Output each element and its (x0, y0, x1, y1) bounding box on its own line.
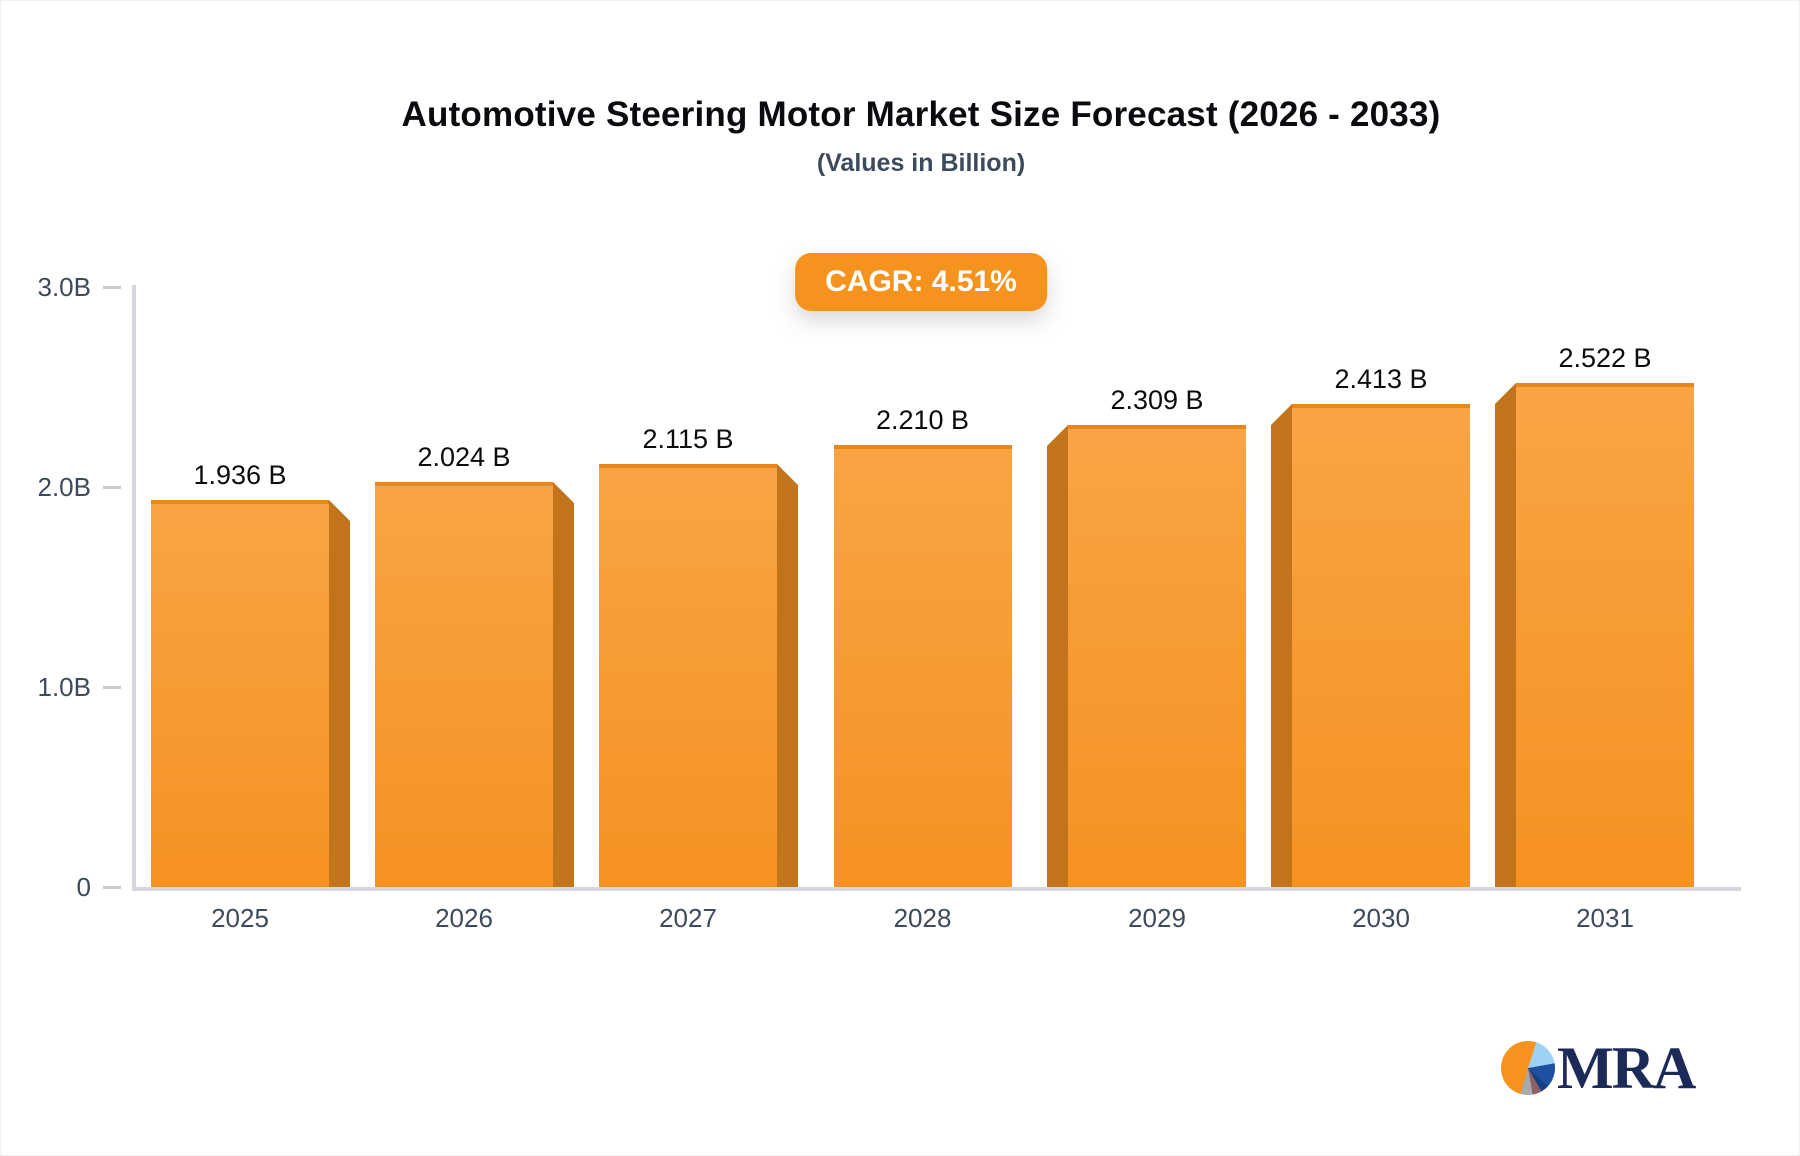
y-axis-tick-mark (103, 886, 121, 889)
x-axis-label: 2028 (893, 903, 952, 933)
bar (375, 482, 553, 887)
bar-side-face (553, 482, 574, 887)
bar (151, 500, 329, 887)
x-axis-label: 2027 (659, 903, 717, 933)
cagr-badge: CAGR: 4.51% (795, 253, 1047, 311)
y-axis-tick-label: 3.0B (37, 272, 92, 302)
bar (599, 464, 777, 887)
bar (833, 445, 1012, 887)
y-axis-tick-label: 1.0B (37, 672, 92, 702)
y-axis-tick-mark (103, 286, 121, 289)
bar-value-label: 1.936 B (193, 460, 287, 490)
logo-text: MRA (1557, 1035, 1696, 1101)
bar-value-label: 2.413 B (1334, 364, 1428, 394)
page-subtitle: (Values in Billion) (816, 149, 1026, 177)
pie-chart-icon (1501, 1041, 1555, 1095)
y-axis-tick-mark (103, 686, 121, 689)
y-axis-tick-label: 2.0B (37, 472, 92, 502)
x-axis-label: 2030 (1352, 903, 1410, 933)
bar (1068, 425, 1246, 887)
bar-value-label: 2.210 B (875, 405, 970, 435)
x-axis-label: 2029 (1128, 903, 1186, 933)
bar-side-face (1495, 383, 1516, 887)
bar-value-label: 2.024 B (417, 442, 511, 472)
bar (1516, 383, 1694, 887)
y-axis-line (132, 285, 136, 891)
x-axis-label: 2026 (435, 903, 493, 933)
y-axis-tick-label: 0 (76, 872, 91, 902)
bar-value-label: 2.522 B (1558, 343, 1652, 373)
bar-side-face (329, 500, 350, 887)
x-axis-line (132, 887, 1741, 891)
x-axis-label: 2025 (211, 903, 269, 933)
bar-side-face (1271, 404, 1292, 887)
bar-value-label: 2.309 B (1110, 385, 1204, 415)
page-title: Automotive Steering Motor Market Size Fo… (401, 95, 1441, 134)
bar-value-label: 2.115 B (642, 424, 734, 454)
brand-logo: MRA (1501, 1035, 1696, 1101)
bar-side-face (1047, 425, 1068, 887)
bar-side-face (777, 464, 798, 887)
y-axis-tick-mark (103, 486, 121, 489)
bar (1292, 404, 1470, 887)
x-axis-label: 2031 (1576, 903, 1634, 933)
